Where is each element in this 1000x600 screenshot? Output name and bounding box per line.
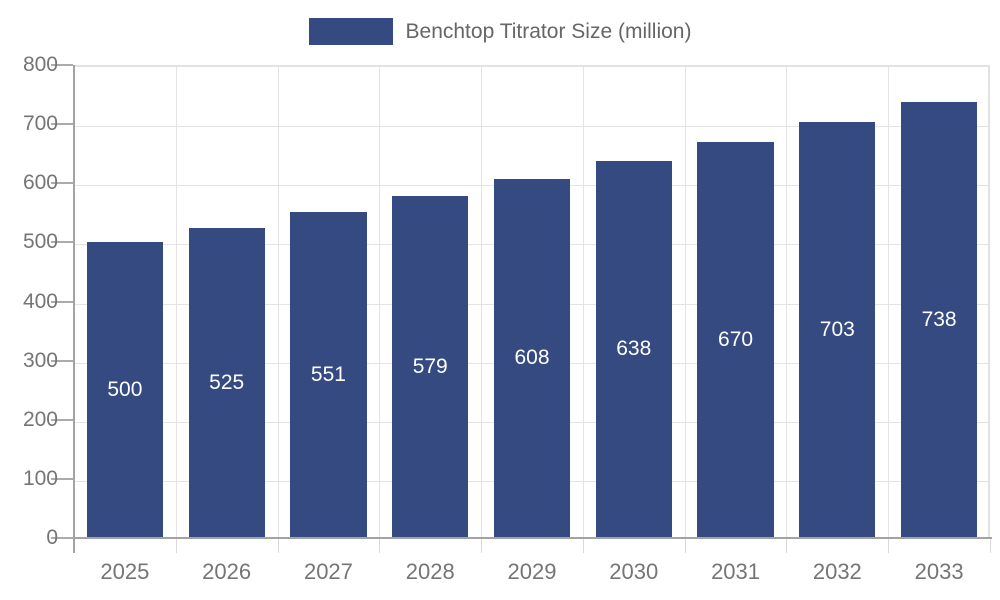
y-tick-mark [51, 123, 73, 126]
x-tick-label: 2032 [812, 559, 862, 584]
y-tick-mark [51, 64, 73, 66]
x-gridline [277, 67, 279, 538]
x-tick-label: 2025 [100, 559, 150, 584]
x-tick-mark [786, 539, 788, 553]
y-tick-mark [51, 300, 73, 303]
x-tick-mark [379, 539, 381, 553]
x-gridline [786, 67, 788, 538]
x-gridline [582, 67, 584, 538]
bar: 638 [595, 160, 672, 538]
y-tick-label: 400 [22, 289, 58, 313]
x-tick-mark [481, 539, 483, 553]
y-tick-label: 800 [22, 53, 58, 76]
x-gridline [379, 67, 381, 538]
y-tick-label: 300 [22, 348, 58, 372]
x-tick-mark [277, 539, 279, 553]
y-tick-mark [51, 359, 73, 362]
y-tick-mark [51, 477, 73, 480]
x-tick-label: 2033 [914, 559, 964, 584]
x-gridline [481, 67, 483, 538]
y-gridline [74, 126, 988, 128]
x-gridline [888, 67, 890, 538]
bar-value-label: 525 [209, 370, 245, 394]
bar: 608 [493, 178, 571, 538]
x-tick-label: 2026 [202, 559, 252, 584]
bar: 670 [697, 141, 774, 538]
bar-value-label: 638 [616, 337, 652, 361]
y-axis-line [73, 65, 75, 553]
y-tick-mark [51, 537, 73, 539]
x-tick-label: 2029 [507, 559, 557, 584]
x-tick-label: 2031 [711, 559, 761, 584]
legend-item[interactable]: Benchtop Titrator Size (million) [0, 17, 1000, 45]
bar-value-label: 551 [310, 363, 346, 387]
bar: 551 [290, 212, 367, 538]
x-tick-mark [684, 539, 686, 553]
x-tick-mark [175, 539, 177, 553]
y-tick-label: 0 [46, 526, 58, 549]
x-tick-mark [990, 539, 991, 553]
x-tick-mark [582, 539, 584, 553]
bar-value-label: 703 [819, 318, 855, 342]
bar-value-label: 579 [412, 354, 448, 378]
bar: 738 [900, 101, 978, 538]
x-tick-mark [888, 539, 890, 553]
x-tick-label: 2028 [405, 559, 455, 584]
y-tick-label: 500 [22, 230, 58, 254]
y-tick-label: 700 [22, 112, 58, 136]
bar-value-label: 738 [921, 307, 957, 331]
y-tick-label: 200 [22, 407, 58, 431]
x-gridline [684, 67, 686, 538]
y-tick-mark [51, 241, 73, 244]
plot-area: 500 525 551 579 608 638 670 703 738 [74, 65, 990, 538]
bar: 579 [392, 195, 469, 538]
legend-label: Benchtop Titrator Size (million) [405, 19, 692, 43]
bar-value-label: 608 [514, 346, 550, 370]
bar-value-label: 500 [107, 378, 143, 402]
bar: 525 [188, 227, 265, 538]
bar: 703 [799, 122, 876, 538]
bar: 500 [86, 242, 164, 538]
x-gridline [175, 67, 177, 538]
bar-value-label: 670 [718, 327, 754, 351]
y-tick-mark [51, 182, 73, 185]
y-tick-label: 100 [22, 466, 58, 490]
x-tick-label: 2027 [303, 559, 353, 584]
legend-swatch [308, 17, 393, 45]
x-axis-line [74, 537, 992, 539]
y-tick-label: 600 [22, 171, 58, 195]
x-tick-label: 2030 [609, 559, 659, 584]
y-tick-mark [51, 418, 73, 421]
